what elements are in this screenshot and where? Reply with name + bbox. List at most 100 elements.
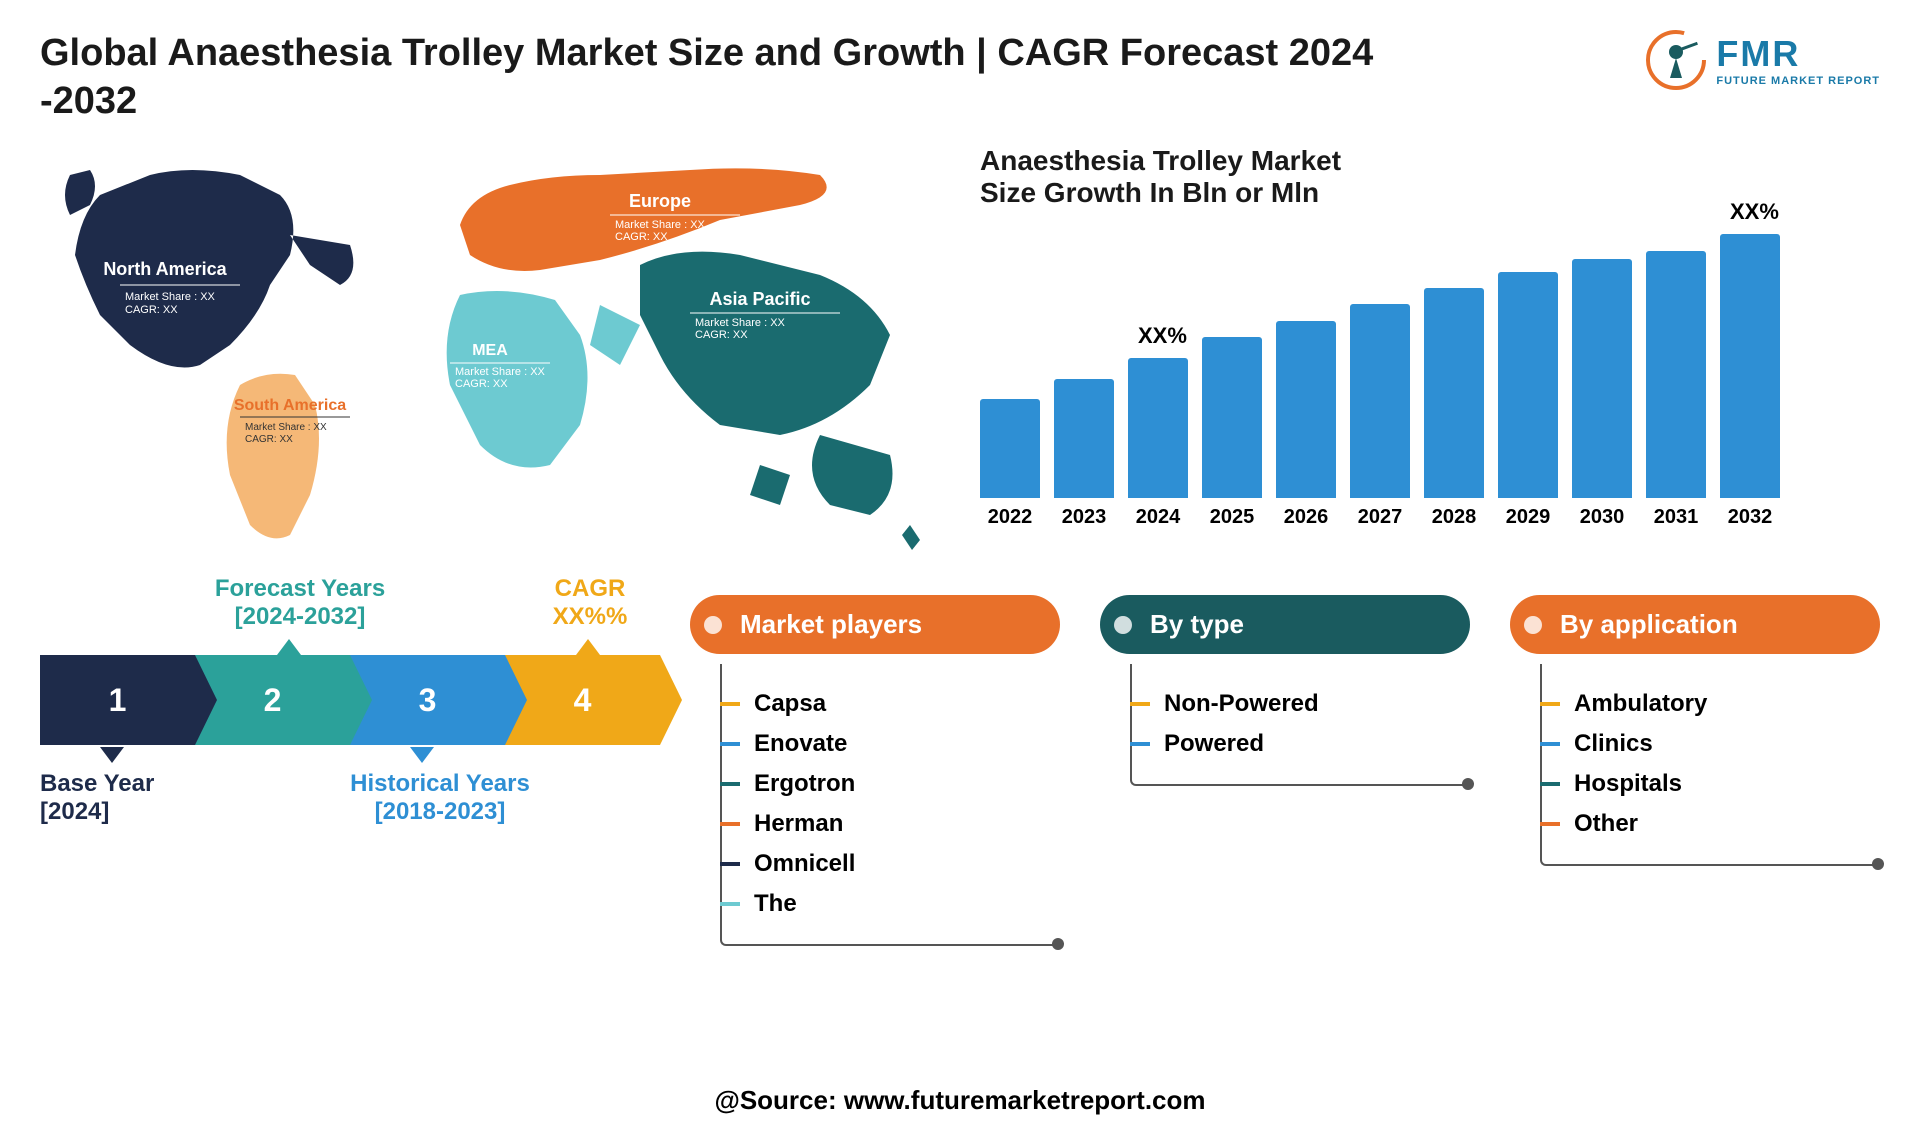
item-dash-icon — [720, 742, 740, 746]
bar — [1720, 234, 1780, 498]
region-eu-share: Market Share : XX — [615, 219, 706, 231]
card-header: Market players — [690, 595, 1060, 654]
card-item-label: Ergotron — [754, 770, 855, 798]
region-sa-cagr: CAGR: XX — [245, 434, 293, 445]
timeline-chevrons: 1 2 3 4 — [40, 655, 660, 745]
card-item: Non-Powered — [1132, 684, 1460, 724]
card-body: Capsa Enovate Ergotron Herman Omnicell The — [720, 664, 1060, 946]
source-text: @Source: www.futuremarketreport.com — [714, 1085, 1205, 1116]
card-item: Omnicell — [722, 844, 1050, 884]
bar-wrap: 2027 — [1350, 304, 1410, 529]
region-na-name: North America — [103, 259, 227, 279]
region-mea-share: Market Share : XX — [455, 366, 546, 378]
card-item: Ergotron — [722, 764, 1050, 804]
bar-wrap: 2022 — [980, 399, 1040, 529]
bar — [1054, 379, 1114, 498]
logo-text-sub: FUTURE MARKET REPORT — [1716, 75, 1880, 87]
region-mea-cagr: CAGR: XX — [455, 378, 508, 390]
bar-year-label: 2030 — [1580, 506, 1625, 529]
bar — [1128, 358, 1188, 498]
card-item-label: Hospitals — [1574, 770, 1682, 798]
tl-hist-value: [2018-2023] — [375, 798, 506, 825]
card-item-label: Capsa — [754, 690, 826, 718]
page-title: Global Anaesthesia Trolley Market Size a… — [40, 30, 1440, 125]
region-eu-cagr: CAGR: XX — [615, 231, 668, 243]
card-item-label: Omnicell — [754, 850, 855, 878]
bar — [1350, 304, 1410, 498]
tl-base-title: Base Year — [40, 770, 154, 797]
card-body: AmbulatoryClinicsHospitalsOther — [1540, 664, 1880, 866]
tl-forecast-value: [2024-2032] — [235, 603, 366, 630]
bar-year-label: 2024 — [1136, 506, 1181, 529]
bar — [1572, 259, 1632, 498]
region-ap-cagr: CAGR: XX — [695, 329, 748, 341]
item-dash-icon — [720, 862, 740, 866]
region-na-share: Market Share : XX — [125, 291, 216, 303]
bar-wrap: 2031 — [1646, 251, 1706, 529]
bar-year-label: 2022 — [988, 506, 1033, 529]
chevron-3: 3 — [350, 655, 505, 745]
tl-hist-title: Historical Years — [350, 770, 530, 797]
item-dash-icon — [720, 822, 740, 826]
bar-annotation: XX% — [1730, 199, 1779, 225]
bar-year-label: 2025 — [1210, 506, 1255, 529]
arrow-up-icon — [277, 639, 301, 655]
info-card: By type Non-Powered Powered — [1100, 595, 1470, 946]
card-item: Enovate — [722, 724, 1050, 764]
item-dash-icon — [720, 782, 740, 786]
bar-wrap: 2025 — [1202, 337, 1262, 529]
bar-year-label: 2026 — [1284, 506, 1329, 529]
bar — [1202, 337, 1262, 498]
logo-text-fmr: FMR — [1716, 33, 1880, 75]
region-mea-name: MEA — [472, 342, 508, 359]
info-card: Market players Capsa Enovate Ergotron Herman… — [690, 595, 1060, 946]
item-dash-icon — [1540, 702, 1560, 706]
item-dash-icon — [1540, 742, 1560, 746]
card-header: By application — [1510, 595, 1880, 654]
card-item: The — [722, 884, 1050, 924]
tl-base-value: [2024] — [40, 798, 109, 825]
bar-wrap: 2030 — [1572, 259, 1632, 529]
item-dash-icon — [1130, 702, 1150, 706]
bar-year-label: 2023 — [1062, 506, 1107, 529]
card-header: By type — [1100, 595, 1470, 654]
card-item-label: Powered — [1164, 730, 1264, 758]
bar-wrap: 2028 — [1424, 288, 1484, 529]
card-body: Non-Powered Powered — [1130, 664, 1470, 786]
bar-year-label: 2029 — [1506, 506, 1551, 529]
card-item-label: Herman — [754, 810, 843, 838]
timeline-region: Forecast Years [2024-2032] CAGR XX%% 1 2… — [40, 595, 660, 946]
bar-year-label: 2032 — [1728, 506, 1773, 529]
card-item-label: Clinics — [1574, 730, 1653, 758]
arrow-down-icon — [410, 747, 434, 763]
bar-year-label: 2028 — [1432, 506, 1477, 529]
arrow-down-icon — [100, 747, 124, 763]
item-dash-icon — [1540, 822, 1560, 826]
card-item: Ambulatory — [1542, 684, 1870, 724]
bar — [980, 399, 1040, 498]
tl-cagr-title: CAGR — [555, 575, 626, 602]
chevron-1: 1 — [40, 655, 195, 745]
bar-wrap: 2024 — [1128, 358, 1188, 529]
item-dash-icon — [1130, 742, 1150, 746]
fmr-logo-icon — [1646, 30, 1706, 90]
region-na-cagr: CAGR: XX — [125, 304, 178, 316]
card-item-label: Enovate — [754, 730, 847, 758]
region-ap-share: Market Share : XX — [695, 317, 786, 329]
chevron-4: 4 — [505, 655, 660, 745]
fmr-logo: FMR FUTURE MARKET REPORT — [1646, 30, 1880, 90]
arrow-up-icon — [576, 639, 600, 655]
bar-wrap: 2026 — [1276, 321, 1336, 529]
tl-cagr-value: XX%% — [553, 603, 628, 630]
bar — [1646, 251, 1706, 498]
item-dash-icon — [720, 902, 740, 906]
bar-chart-region: Anaesthesia Trolley Market Size Growth I… — [980, 145, 1880, 565]
bar — [1498, 272, 1558, 498]
tl-forecast-title: Forecast Years — [215, 575, 385, 602]
card-item: Powered — [1132, 724, 1460, 764]
region-sa-share: Market Share : XX — [245, 422, 327, 433]
card-item-label: The — [754, 890, 797, 918]
item-dash-icon — [1540, 782, 1560, 786]
bar — [1276, 321, 1336, 498]
bar-wrap: 2029 — [1498, 272, 1558, 529]
